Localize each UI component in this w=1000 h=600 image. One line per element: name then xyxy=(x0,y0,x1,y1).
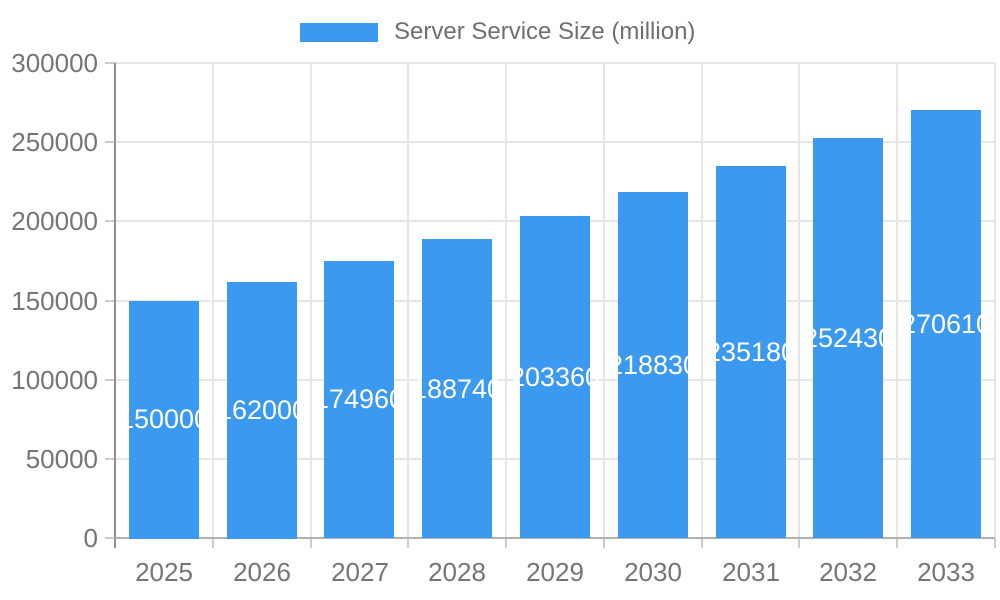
x-tick-mark xyxy=(505,538,507,548)
bar xyxy=(422,239,492,538)
y-gridline xyxy=(115,141,995,143)
bar xyxy=(911,110,981,538)
y-tick-label: 250000 xyxy=(11,127,98,157)
x-axis-label: 2027 xyxy=(331,557,389,587)
x-gridline xyxy=(994,63,996,538)
bar-value-label: 235180 xyxy=(705,337,797,367)
x-axis-label: 2033 xyxy=(917,557,975,587)
y-tick-label: 200000 xyxy=(11,206,98,236)
x-gridline xyxy=(212,63,214,538)
bar xyxy=(324,261,394,538)
bar-value-label: 252430 xyxy=(802,323,894,353)
y-tick-label: 0 xyxy=(83,523,98,553)
x-tick-mark xyxy=(114,538,116,548)
y-tick-label: 300000 xyxy=(11,48,98,78)
x-tick-mark xyxy=(310,538,312,548)
bar-value-label: 218830 xyxy=(607,350,699,380)
bar xyxy=(813,138,883,538)
x-axis-label: 2030 xyxy=(624,557,682,587)
x-axis-label: 2028 xyxy=(428,557,486,587)
y-tick-label: 50000 xyxy=(25,444,98,474)
x-tick-mark xyxy=(407,538,409,548)
bar xyxy=(227,282,297,539)
x-gridline xyxy=(896,63,898,538)
x-gridline xyxy=(603,63,605,538)
y-tick-mark xyxy=(105,300,115,302)
bar-value-label: 162000 xyxy=(216,395,308,425)
y-tick-mark xyxy=(105,379,115,381)
x-gridline xyxy=(310,63,312,538)
bar-value-label: 203360 xyxy=(509,362,601,392)
y-gridline xyxy=(115,62,995,64)
legend-swatch-icon xyxy=(300,23,378,42)
x-axis-line xyxy=(115,537,995,539)
x-gridline xyxy=(407,63,409,538)
y-tick-mark xyxy=(105,537,115,539)
x-tick-mark xyxy=(212,538,214,548)
y-tick-mark xyxy=(105,458,115,460)
bar xyxy=(520,216,590,538)
bar xyxy=(716,166,786,538)
bar-value-label: 174960 xyxy=(313,384,405,414)
x-tick-mark xyxy=(701,538,703,548)
x-gridline xyxy=(505,63,507,538)
x-axis-label: 2026 xyxy=(233,557,291,587)
y-tick-mark xyxy=(105,141,115,143)
bar xyxy=(129,301,199,539)
y-tick-label: 100000 xyxy=(11,365,98,395)
y-tick-mark xyxy=(105,62,115,64)
bar-value-label: 270610 xyxy=(900,309,992,339)
x-gridline xyxy=(798,63,800,538)
x-tick-mark xyxy=(994,538,996,548)
y-tick-label: 150000 xyxy=(11,286,98,316)
x-axis-label: 2032 xyxy=(819,557,877,587)
x-gridline xyxy=(701,63,703,538)
x-axis-label: 2025 xyxy=(135,557,193,587)
x-tick-mark xyxy=(798,538,800,548)
y-axis-line xyxy=(114,63,116,538)
bar-value-label: 188740 xyxy=(411,374,503,404)
legend-label: Server Service Size (million) xyxy=(394,18,696,45)
x-axis-label: 2031 xyxy=(722,557,780,587)
bar-value-label: 150000 xyxy=(118,404,210,434)
y-tick-mark xyxy=(105,220,115,222)
x-tick-mark xyxy=(896,538,898,548)
x-axis-label: 2029 xyxy=(526,557,584,587)
bar xyxy=(618,192,688,538)
x-tick-mark xyxy=(603,538,605,548)
